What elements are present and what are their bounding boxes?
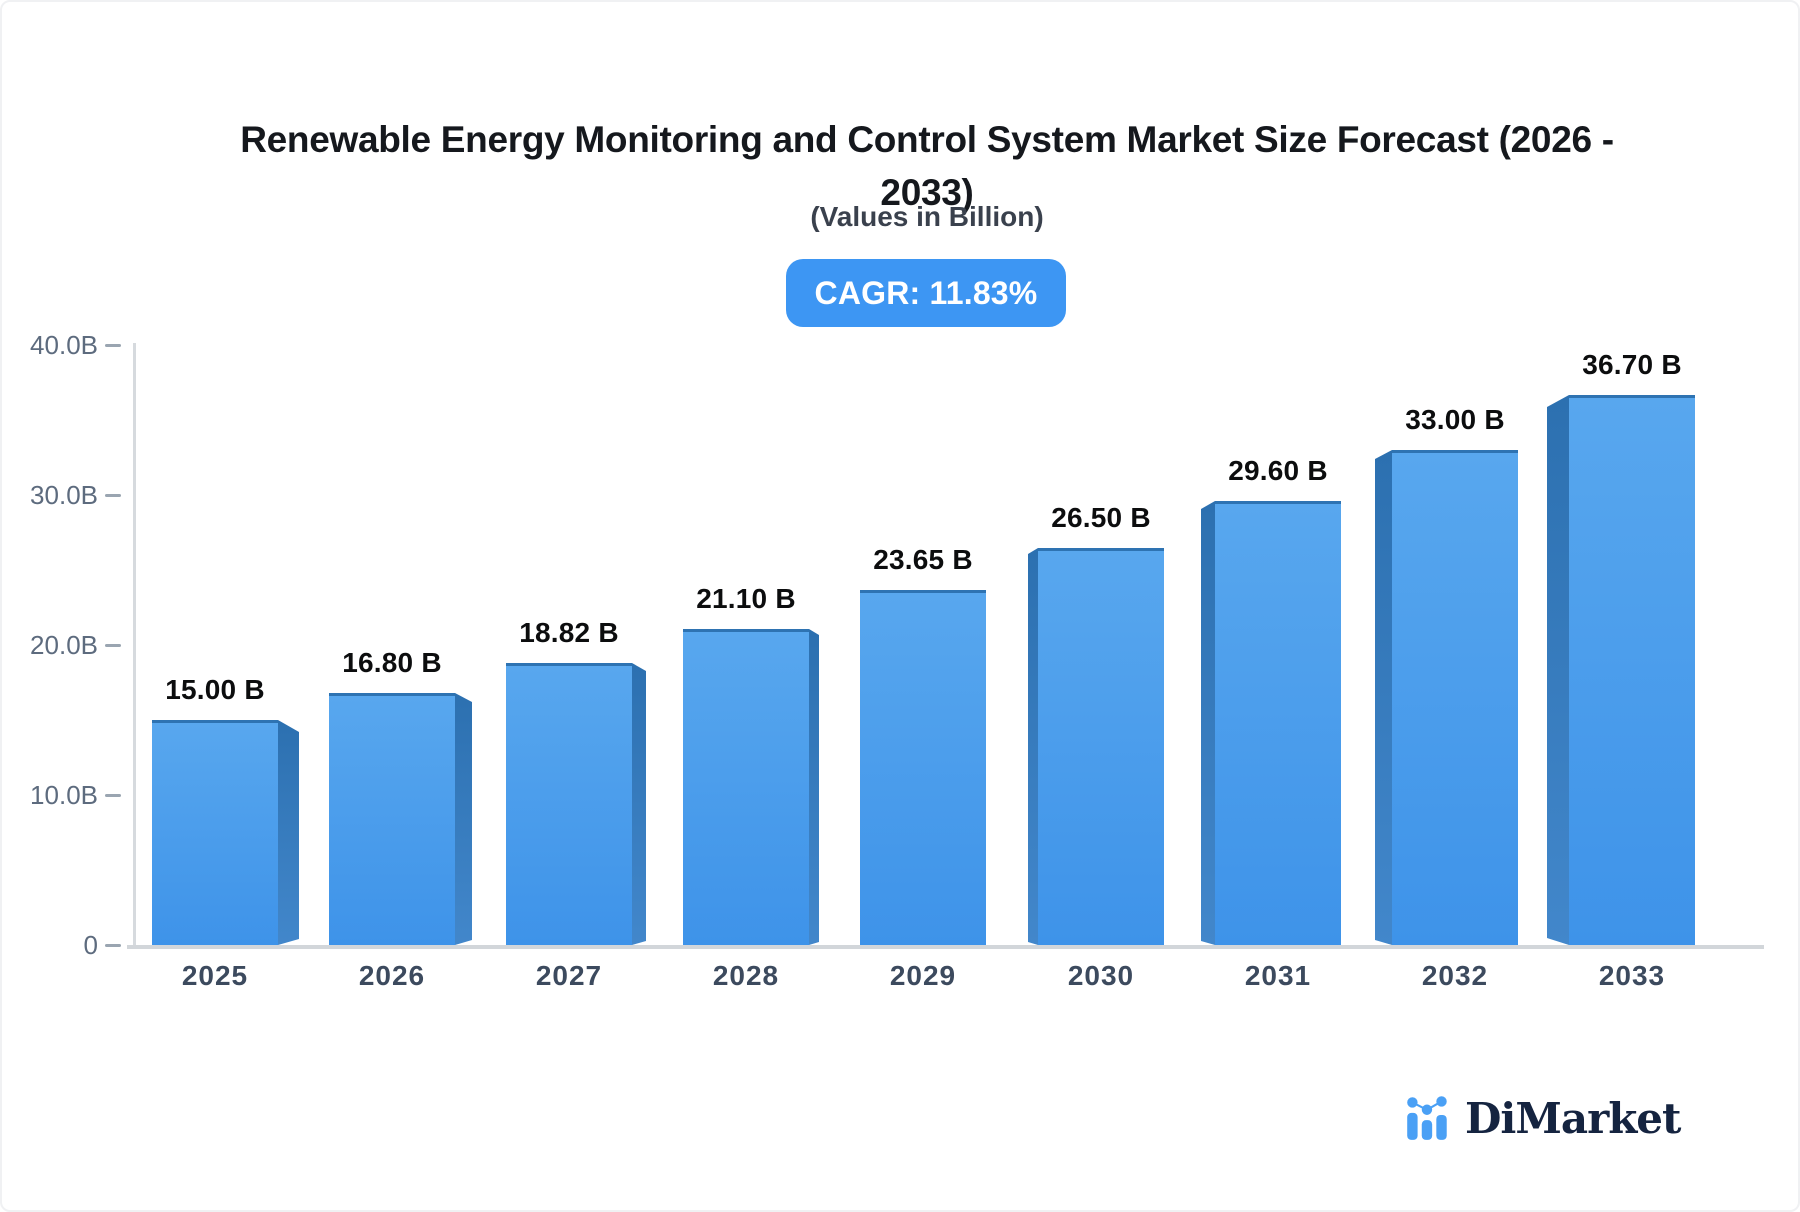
bar [152, 720, 278, 945]
bar-side-face [455, 693, 472, 945]
bar-side-face [632, 663, 646, 945]
brand-logo: DiMarket [1404, 1090, 1681, 1143]
bar [329, 693, 455, 945]
bar [1215, 501, 1341, 945]
x-axis-label: 2027 [535, 960, 603, 991]
bar-front-face [152, 720, 278, 945]
chart-title: Renewable Energy Monitoring and Control … [117, 113, 1737, 219]
y-axis-tick-label: 20.0B [30, 630, 98, 660]
y-axis-tick-label: 30.0B [30, 480, 98, 510]
bar-value-label: 21.10 B [696, 583, 796, 614]
y-axis-tick-mark [105, 494, 121, 497]
bar-front-face [683, 629, 809, 945]
bar-front-face [1215, 501, 1341, 945]
bar-value-label: 18.82 B [519, 617, 619, 648]
bar-front-face [1392, 450, 1518, 945]
x-axis-baseline [127, 945, 1764, 949]
bar-front-face [860, 590, 986, 945]
chart-title-line2: 2033) [880, 171, 974, 213]
x-axis-label: 2025 [181, 960, 249, 991]
y-axis-tick-label: 10.0B [30, 780, 98, 810]
x-axis-label: 2032 [1421, 960, 1489, 991]
bar [506, 663, 632, 945]
bar-value-label: 36.70 B [1582, 349, 1682, 380]
x-axis-label: 2030 [1067, 960, 1135, 991]
bar [1569, 395, 1695, 945]
chart-title-line1: Renewable Energy Monitoring and Control … [240, 118, 1614, 160]
bar-value-label: 33.00 B [1405, 404, 1505, 435]
bar-value-label: 23.65 B [873, 544, 973, 575]
y-axis-tick-mark [105, 794, 121, 797]
bar-side-face [809, 629, 819, 945]
bar-side-face [1201, 501, 1215, 945]
bar-value-label: 15.00 B [165, 674, 265, 705]
y-axis-tick-mark [105, 344, 121, 347]
x-axis-label: 2028 [712, 960, 780, 991]
y-axis-tick-mark [105, 644, 121, 647]
logo-mark-icon [1407, 1096, 1447, 1140]
bar-side-face [1375, 450, 1392, 945]
bar-value-label: 26.50 B [1051, 502, 1151, 533]
bar-value-label: 16.80 B [342, 647, 442, 678]
y-axis-tick-label: 40.0B [30, 330, 98, 360]
bar [860, 590, 986, 945]
x-axis-label: 2031 [1244, 960, 1312, 991]
bar [683, 629, 809, 945]
logo-text: DiMarket [1465, 1094, 1681, 1143]
chart-subtitle: (Values in Billion) [810, 201, 1044, 232]
bar-front-face [506, 663, 632, 945]
x-axis-label: 2033 [1598, 960, 1666, 991]
bar [1392, 450, 1518, 945]
bar-front-face [329, 693, 455, 945]
y-axis-line [133, 343, 136, 949]
bar-side-face [1547, 395, 1569, 945]
bar-front-face [1569, 395, 1695, 945]
x-axis-label: 2026 [358, 960, 426, 991]
bar-value-label: 29.60 B [1228, 455, 1328, 486]
y-axis-tick-mark [105, 944, 121, 947]
bar-side-face [1028, 548, 1038, 945]
bar [1038, 548, 1164, 945]
bar-side-face [278, 720, 299, 945]
cagr-badge: CAGR: 11.83% [786, 259, 1066, 327]
y-axis-tick-label: 0 [83, 930, 98, 960]
x-axis-label: 2029 [889, 960, 957, 991]
bar-front-face [1038, 548, 1164, 945]
